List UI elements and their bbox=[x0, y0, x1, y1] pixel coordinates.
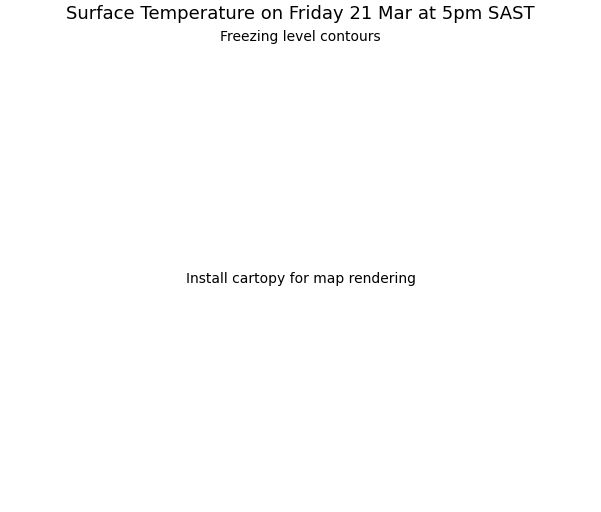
Text: Install cartopy for map rendering: Install cartopy for map rendering bbox=[186, 271, 415, 286]
Text: Surface Temperature on Friday 21 Mar at 5pm SAST: Surface Temperature on Friday 21 Mar at … bbox=[66, 5, 535, 23]
Text: Freezing level contours: Freezing level contours bbox=[220, 30, 381, 44]
